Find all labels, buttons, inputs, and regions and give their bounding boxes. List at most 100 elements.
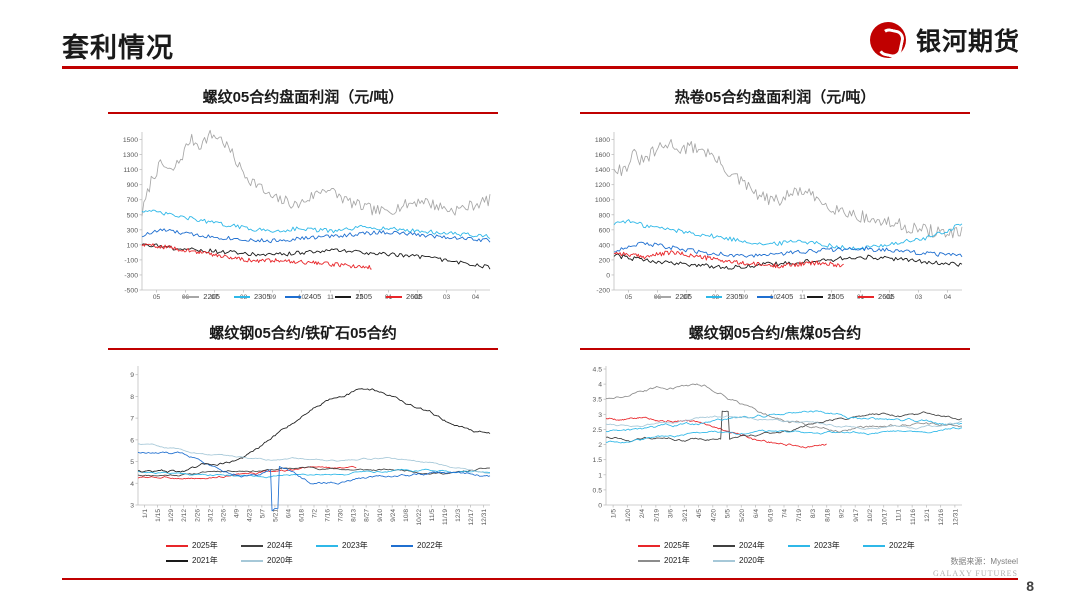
legend-swatch: [638, 559, 660, 562]
legend-swatch: [284, 295, 301, 298]
chart-plot-area: 4.5 4 3.5 3 2.5 2 1.5 1 0.5 0 1/5 1/20 2/4 2/19 3/6 3/2…: [580, 358, 970, 553]
svg-text:11/5: 11/5: [429, 509, 436, 522]
legend-label: 2305: [253, 292, 271, 301]
svg-text:12/17: 12/17: [468, 509, 475, 526]
svg-text:1/15: 1/15: [155, 509, 162, 522]
brand-name: 银河期货: [915, 28, 1020, 56]
svg-text:9/10: 9/10: [377, 509, 384, 522]
svg-text:5/21: 5/21: [272, 509, 279, 522]
legend-item: 2605: [858, 292, 895, 301]
svg-text:6/4: 6/4: [286, 509, 293, 518]
svg-text:01: 01: [385, 294, 393, 301]
svg-text:10/8: 10/8: [403, 509, 410, 522]
svg-text:4/20: 4/20: [710, 509, 717, 522]
svg-text:1/1: 1/1: [142, 509, 149, 518]
svg-text:4: 4: [130, 481, 134, 488]
legend-item: 2024年: [241, 540, 316, 551]
svg-text:2.5: 2.5: [593, 427, 603, 434]
svg-text:04: 04: [472, 294, 480, 301]
svg-text:0.5: 0.5: [593, 487, 603, 494]
chart-plot-area: 1500 1300 1100 900 700 500 300 100 -100 -300 -500 0…: [108, 122, 498, 312]
legend-label: 2020年: [739, 556, 765, 565]
chart-panel-rebar-05-profit: 螺纹05合约盘面利润（元/吨） 1500 1300 1100 900 700 500 300…: [108, 86, 498, 312]
svg-text:2/4: 2/4: [639, 509, 646, 518]
legend-swatch: [335, 295, 352, 298]
legend-item: 2305: [705, 292, 743, 301]
svg-text:-100: -100: [124, 257, 138, 264]
legend-swatch: [386, 295, 403, 298]
svg-text:5/20: 5/20: [739, 509, 746, 522]
legend-swatch: [166, 544, 188, 547]
svg-text:100: 100: [127, 242, 139, 249]
svg-text:3/21: 3/21: [682, 509, 689, 522]
svg-text:2/26: 2/26: [194, 509, 201, 522]
svg-text:4/9: 4/9: [233, 509, 240, 518]
svg-text:8/27: 8/27: [364, 509, 371, 522]
svg-text:08: 08: [240, 294, 248, 301]
legend-swatch: [166, 559, 188, 562]
svg-text:3/26: 3/26: [220, 509, 227, 522]
chart-panel-hotcoil-05-profit: 热卷05合约盘面利润（元/吨） 1800 1600 1400 1200 1000 800 6…: [580, 86, 970, 312]
title-underline: [580, 348, 970, 350]
legend-item: 2605: [386, 292, 423, 301]
chart-title: 螺纹钢05合约/铁矿石05合约: [209, 325, 397, 342]
svg-text:0: 0: [598, 503, 602, 510]
legend-swatch: [807, 295, 824, 298]
svg-text:06: 06: [182, 294, 190, 301]
legend-swatch: [713, 559, 735, 562]
svg-text:1.5: 1.5: [593, 457, 603, 464]
legend-label: 2023年: [814, 541, 840, 550]
svg-text:6/19: 6/19: [767, 509, 774, 522]
legend-item: 2021年: [638, 555, 713, 566]
footer-brand: GALAXY FUTURES: [932, 569, 1018, 578]
svg-text:0: 0: [606, 272, 610, 279]
title-underline: [108, 348, 498, 350]
legend-label: 2021年: [664, 556, 690, 565]
legend-swatch: [241, 559, 263, 562]
legend-item: 2405: [284, 292, 321, 301]
legend-label: 2505: [827, 292, 845, 301]
svg-text:10/2: 10/2: [867, 509, 874, 522]
legend-swatch: [858, 295, 875, 298]
svg-text:10/17: 10/17: [881, 509, 888, 526]
legend-swatch: [183, 295, 200, 298]
svg-text:900: 900: [127, 182, 139, 189]
svg-text:09: 09: [741, 294, 749, 301]
svg-text:700: 700: [127, 197, 139, 204]
legend-label: 2605: [406, 292, 423, 301]
svg-text:04: 04: [944, 294, 952, 301]
svg-text:1000: 1000: [595, 197, 610, 204]
svg-text:8/3: 8/3: [810, 509, 817, 518]
svg-text:7/4: 7/4: [782, 509, 789, 518]
svg-text:11/19: 11/19: [442, 509, 449, 525]
legend-item: 2022年: [863, 540, 938, 551]
svg-text:7/19: 7/19: [796, 509, 803, 522]
svg-text:7/30: 7/30: [338, 509, 345, 522]
legend-item: 2205: [655, 292, 692, 301]
svg-text:6/4: 6/4: [753, 509, 760, 518]
chart-legend: 2025年 2024年 2023年 2022年 2021年 2020年: [638, 540, 938, 566]
chart-legend: 2205 2305 2405 2505 2605: [580, 292, 970, 301]
svg-text:8/18: 8/18: [824, 509, 831, 522]
chart-plot-area: 9 8 7 6 5 4 3 1/1 1/15 1/29 2/12 2/26 3/12 3/26 4/9 4/2…: [108, 358, 498, 553]
page-title: 套利情况: [62, 33, 174, 63]
footer-divider: [62, 578, 1018, 580]
svg-text:5: 5: [130, 459, 134, 466]
svg-text:08: 08: [712, 294, 720, 301]
svg-text:8/13: 8/13: [351, 509, 358, 522]
title-underline: [580, 112, 970, 114]
legend-label: 2405: [776, 292, 794, 301]
svg-text:12/1: 12/1: [924, 509, 931, 522]
legend-label: 2205: [675, 292, 692, 301]
svg-text:4/23: 4/23: [246, 509, 253, 522]
legend-item: 2025年: [638, 540, 713, 551]
svg-text:11/16: 11/16: [910, 509, 917, 525]
svg-text:1/29: 1/29: [168, 509, 175, 522]
svg-text:500: 500: [127, 212, 139, 219]
svg-text:3/12: 3/12: [207, 509, 214, 522]
svg-text:12: 12: [828, 294, 836, 301]
svg-text:1: 1: [598, 472, 602, 479]
svg-text:11: 11: [799, 294, 806, 301]
chart-panel-rebar-cokingcoal-ratio: 螺纹钢05合约/焦煤05合约 4.5 4 3.5 3 2.5 2 1.5 1 0.5 0 1/5 1/…: [580, 322, 970, 565]
legend-label: 2305: [725, 292, 743, 301]
